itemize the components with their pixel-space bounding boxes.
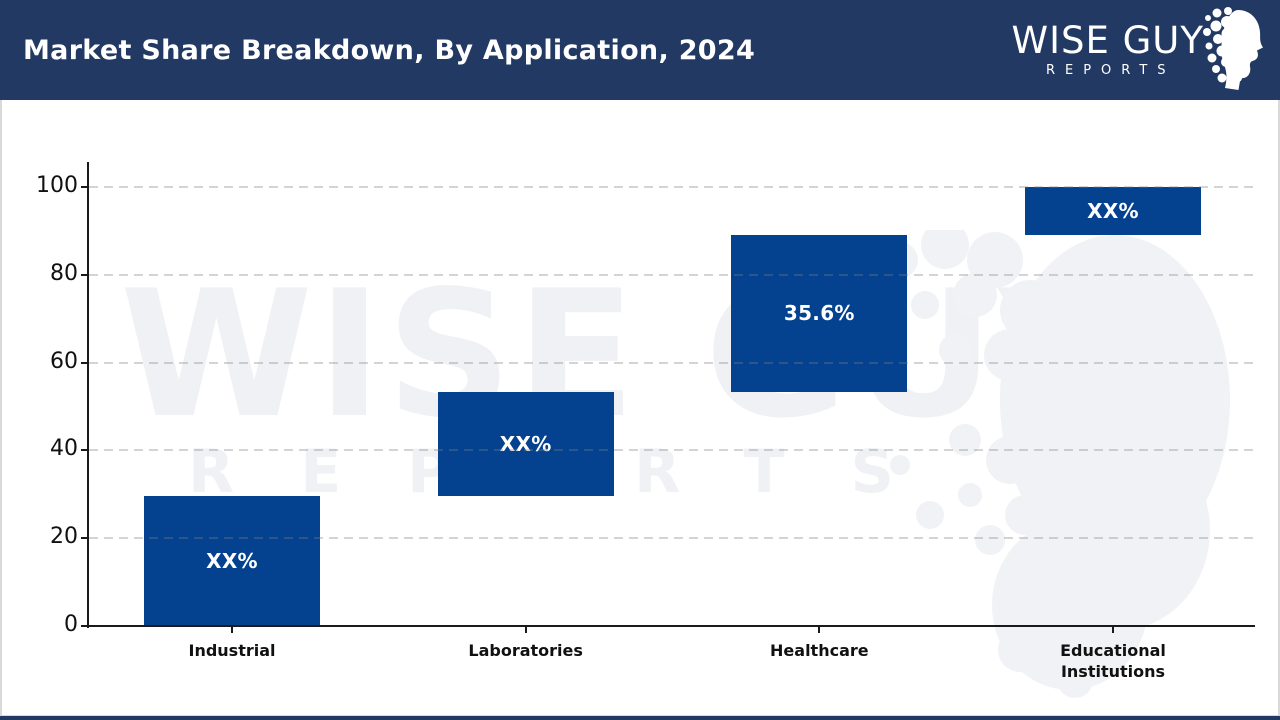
y-tick-mark xyxy=(81,186,89,188)
x-tick-mark xyxy=(524,627,527,633)
y-tick-label: 40 xyxy=(50,436,78,462)
y-tick-label: 0 xyxy=(64,612,78,637)
x-tick-mark xyxy=(1112,627,1114,633)
bar-value-label: XX% xyxy=(499,431,552,456)
x-tick-label: Laboratories xyxy=(468,641,583,660)
wiseguy-logo: WISE GUY REPORTS xyxy=(1012,6,1270,94)
y-tick-label: 100 xyxy=(36,173,78,198)
footer-accent-bar xyxy=(0,715,1280,720)
gridline-40 xyxy=(89,449,1255,452)
y-tick-label: 20 xyxy=(50,524,78,550)
bar-industrial: XX% xyxy=(144,495,320,626)
gridline-20 xyxy=(89,537,1255,540)
gridline-60 xyxy=(89,361,1255,364)
logo-text: WISE GUY REPORTS xyxy=(1012,22,1204,78)
x-tick-mark xyxy=(818,627,821,633)
y-tick-mark xyxy=(81,625,89,627)
bar-value-label: XX% xyxy=(206,548,258,573)
wiseguy-head-icon xyxy=(1203,7,1263,90)
y-tick-label: 80 xyxy=(50,260,78,286)
chart-canvas: WISE GUY REPORTS 020406080100XX%Industri… xyxy=(0,100,1280,715)
y-tick-mark xyxy=(81,361,89,364)
watermark-wordmark: WISE GUY xyxy=(120,254,1130,457)
y-tick-mark xyxy=(81,449,89,452)
header-bar: Market Share Breakdown, By Application, … xyxy=(0,0,1280,100)
y-axis xyxy=(87,162,89,628)
y-tick-label: 60 xyxy=(50,348,78,374)
logo-wordmark: WISE GUY xyxy=(1011,19,1204,62)
x-axis xyxy=(87,625,1255,627)
y-tick-mark xyxy=(81,273,89,276)
x-tick-mark xyxy=(231,627,233,633)
bar-laboratories: XX% xyxy=(437,391,614,496)
bar-educational-institutions: XX% xyxy=(1025,187,1201,236)
gridline-80 xyxy=(89,273,1255,276)
x-tick-label: Industrial xyxy=(188,641,276,660)
gridline-100 xyxy=(89,186,1255,188)
y-tick-mark xyxy=(81,537,89,540)
page-title: Market Share Breakdown, By Application, … xyxy=(23,34,756,66)
x-tick-label: Educational Institutions xyxy=(1060,641,1166,682)
watermark-head xyxy=(882,230,1230,698)
x-tick-label: Healthcare xyxy=(770,641,869,660)
bar-value-label: XX% xyxy=(1087,199,1139,224)
bar-value-label: 35.6% xyxy=(783,301,855,326)
logo-subtitle: REPORTS xyxy=(1045,63,1176,78)
bar-healthcare: 35.6% xyxy=(731,235,908,392)
